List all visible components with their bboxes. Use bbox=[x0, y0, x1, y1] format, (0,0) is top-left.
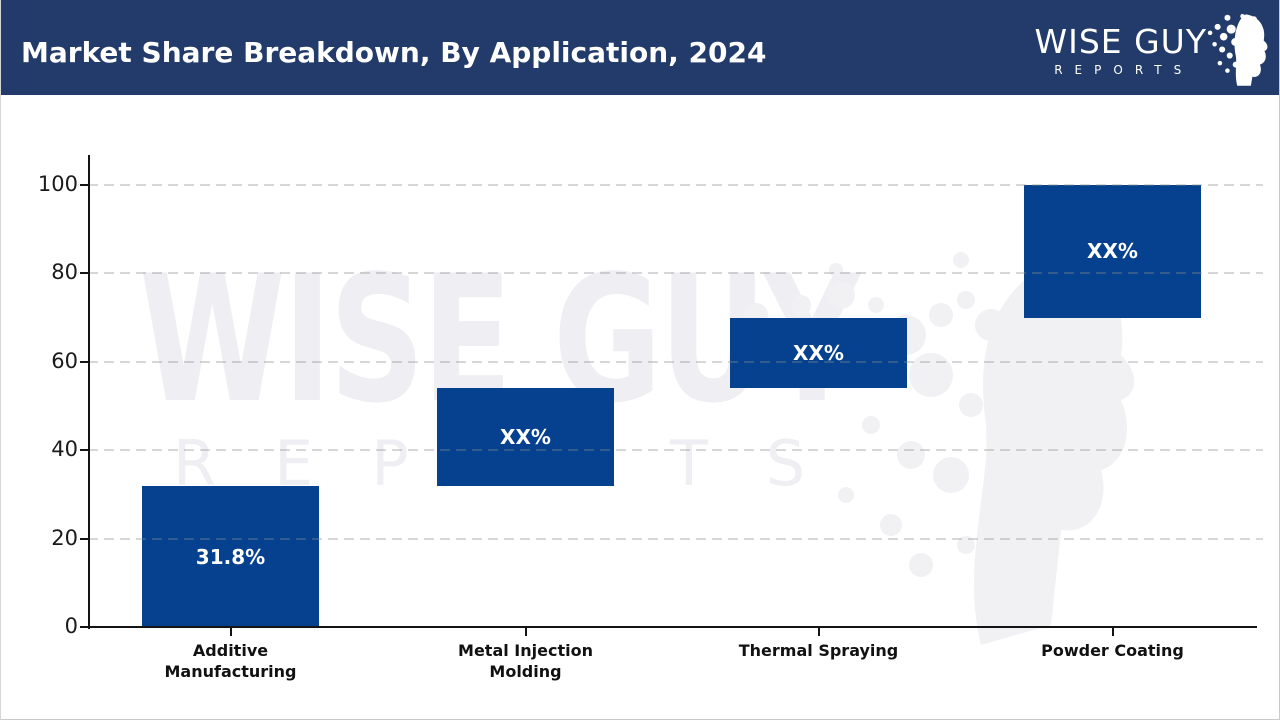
gridline bbox=[88, 360, 1263, 363]
header-banner: Market Share Breakdown, By Application, … bbox=[1, 0, 1279, 95]
y-tick-label: 80 bbox=[51, 260, 78, 285]
y-tick-label: 60 bbox=[51, 348, 78, 373]
bar-powder-coating: XX% bbox=[1024, 185, 1201, 318]
y-tick-label: 20 bbox=[51, 525, 78, 550]
y-tick-label: 100 bbox=[37, 172, 78, 196]
wiseguy-logo: WISE GUY REPORTS bbox=[1029, 8, 1269, 88]
gridline bbox=[88, 184, 1263, 186]
x-tick-mark bbox=[229, 627, 232, 636]
bar-additive-manufacturing: 31.8% bbox=[142, 486, 319, 627]
x-axis-spine bbox=[88, 626, 1257, 628]
logo-face-icon bbox=[1207, 14, 1268, 86]
category-label-powder-coating: Powder Coating bbox=[1041, 641, 1184, 660]
chart-title: Market Share Breakdown, By Application, … bbox=[21, 36, 767, 69]
bar-value-label: XX% bbox=[500, 425, 551, 450]
bar-value-label: XX% bbox=[1087, 239, 1138, 264]
x-tick-mark bbox=[524, 627, 527, 636]
y-tick-mark bbox=[80, 449, 88, 452]
y-tick-mark bbox=[80, 360, 88, 363]
y-tick-label: 40 bbox=[51, 437, 78, 462]
category-label-thermal-spraying: Thermal Spraying bbox=[738, 641, 899, 660]
gridline bbox=[88, 449, 1263, 452]
y-tick-mark bbox=[80, 537, 88, 540]
y-tick-mark bbox=[80, 272, 88, 275]
chart-area: WISE GUY REPORTS 02040608010031.8%Additi… bbox=[1, 95, 1279, 719]
x-tick-mark bbox=[817, 627, 820, 636]
bar-thermal-spraying: XX% bbox=[730, 317, 907, 389]
gridline bbox=[88, 272, 1263, 275]
category-label-metal-injection-molding: Metal Injection Molding bbox=[458, 641, 593, 681]
plot-region: 0 20 40 60 80 100 31.8% Additive Manufacturing X… bbox=[1, 95, 1279, 719]
logo-wordmark-block: WISE GUY REPORTS bbox=[1034, 22, 1207, 77]
bar-value-label: 31.8% bbox=[195, 544, 266, 569]
bar-value-label: XX% bbox=[793, 340, 844, 365]
y-axis-spine bbox=[88, 155, 90, 629]
logo-wordmark: WISE GUY bbox=[1034, 22, 1207, 61]
logo-subtext: REPORTS bbox=[1054, 63, 1194, 77]
gridline bbox=[88, 537, 1263, 540]
y-tick-label: 0 bbox=[64, 614, 78, 638]
y-tick-mark bbox=[80, 626, 88, 628]
category-label-additive-manufacturing: Additive Manufacturing bbox=[164, 641, 297, 681]
x-tick-mark bbox=[1111, 627, 1114, 636]
y-tick-mark bbox=[80, 184, 88, 186]
bar-metal-injection-molding: XX% bbox=[437, 388, 614, 487]
